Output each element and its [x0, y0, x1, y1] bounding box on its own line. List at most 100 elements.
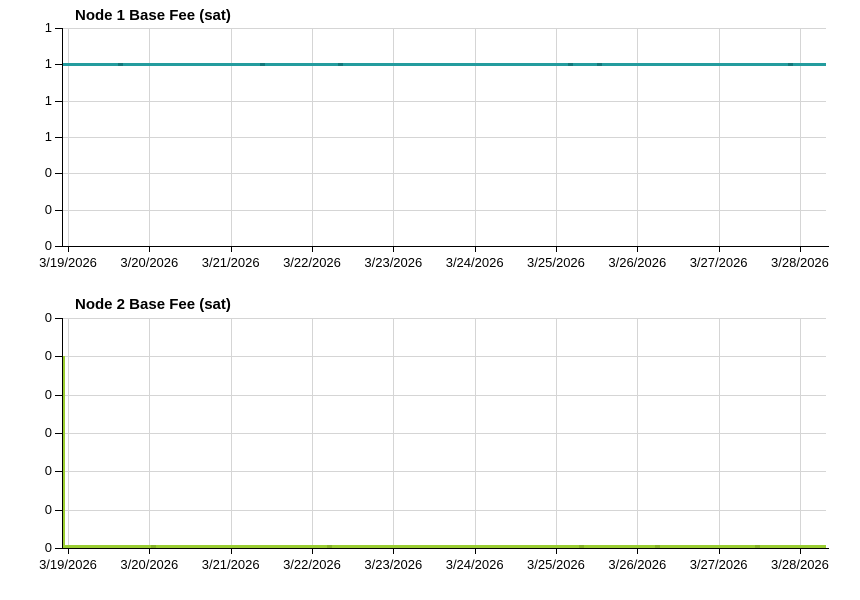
y-tick-mark	[55, 548, 62, 549]
data-point-marker	[117, 62, 123, 66]
y-axis-line	[62, 318, 63, 549]
x-tick-label: 3/24/2026	[445, 557, 504, 572]
data-point-marker	[260, 62, 266, 66]
x-tick-label: 3/25/2026	[527, 255, 585, 270]
data-point-marker	[337, 62, 343, 66]
x-axis-line	[62, 548, 829, 549]
node1-chart-title: Node 1 Base Fee (sat)	[75, 7, 231, 24]
x-tick-mark	[637, 246, 639, 252]
y-tick-label: 1	[44, 92, 52, 108]
y-tick-label: 0	[44, 463, 52, 479]
x-tick-mark	[799, 246, 801, 252]
data-point-marker	[597, 62, 603, 66]
x-tick-mark	[230, 548, 232, 554]
x-tick-label: 3/22/2026	[283, 255, 341, 270]
y-tick-label: 0	[44, 310, 52, 325]
x-tick-label: 3/20/2026	[120, 255, 179, 270]
x-tick-mark	[474, 548, 476, 554]
v-gridline	[311, 28, 313, 246]
x-tick-label: 3/26/2026	[608, 255, 667, 270]
y-tick-label: 0	[44, 238, 52, 253]
x-tick-label: 3/23/2026	[364, 557, 423, 572]
x-tick-mark	[799, 548, 801, 554]
h-gridline	[62, 137, 826, 138]
y-tick-mark	[55, 394, 62, 396]
v-gridline	[68, 318, 69, 548]
y-tick-mark	[55, 137, 62, 138]
data-point-marker	[655, 545, 661, 548]
data-point-marker	[326, 545, 332, 548]
data-point-marker	[787, 62, 793, 66]
x-tick-mark	[393, 246, 395, 252]
y-tick-label: 1	[44, 56, 52, 72]
x-axis-line	[62, 246, 829, 247]
x-tick-mark	[68, 548, 69, 554]
series-line-segment	[62, 62, 826, 66]
y-tick-mark	[55, 173, 62, 175]
x-tick-mark	[311, 246, 313, 252]
y-tick-label: 0	[44, 425, 52, 440]
y-axis-line	[62, 28, 63, 247]
v-gridline	[718, 318, 720, 548]
x-tick-label: 3/19/2026	[39, 557, 97, 572]
series-line-segment	[62, 356, 66, 548]
y-tick-label: 0	[44, 386, 52, 402]
x-tick-mark	[637, 548, 639, 554]
x-tick-label: 3/28/2026	[771, 255, 829, 270]
h-gridline	[62, 433, 826, 434]
h-gridline	[62, 509, 826, 511]
x-tick-mark	[474, 246, 476, 252]
v-gridline	[637, 318, 639, 548]
x-tick-mark	[718, 548, 720, 554]
y-tick-mark	[55, 509, 62, 511]
node2-chart-title: Node 2 Base Fee (sat)	[75, 296, 231, 313]
x-tick-label: 3/25/2026	[527, 557, 585, 572]
v-gridline	[149, 28, 151, 246]
x-tick-label: 3/24/2026	[445, 255, 504, 270]
y-tick-mark	[55, 28, 62, 29]
y-tick-mark	[55, 64, 62, 66]
x-tick-label: 3/27/2026	[689, 255, 748, 270]
x-tick-mark	[149, 548, 151, 554]
data-point-marker	[579, 545, 585, 548]
x-tick-label: 3/21/2026	[201, 255, 260, 270]
x-tick-mark	[311, 548, 313, 554]
x-tick-mark	[555, 246, 557, 252]
x-tick-label: 3/23/2026	[364, 255, 423, 270]
x-tick-label: 3/20/2026	[120, 557, 179, 572]
y-tick-mark	[55, 318, 62, 319]
y-tick-label: 0	[44, 165, 52, 181]
x-tick-mark	[68, 246, 69, 252]
v-gridline	[230, 318, 232, 548]
h-gridline	[62, 100, 826, 102]
data-point-marker	[151, 545, 157, 548]
y-tick-mark	[55, 356, 62, 358]
x-tick-mark	[230, 246, 232, 252]
v-gridline	[393, 318, 395, 548]
y-tick-label: 1	[44, 129, 52, 144]
v-gridline	[718, 28, 720, 246]
h-gridline	[62, 471, 826, 473]
x-tick-label: 3/22/2026	[283, 557, 341, 572]
y-tick-label: 1	[44, 20, 52, 35]
h-gridline	[62, 356, 826, 358]
v-gridline	[637, 28, 639, 246]
h-gridline	[62, 318, 826, 319]
y-tick-mark	[55, 246, 62, 247]
v-gridline	[474, 28, 476, 246]
y-tick-label: 0	[44, 201, 52, 217]
h-gridline	[62, 173, 826, 175]
x-tick-label: 3/21/2026	[201, 557, 260, 572]
y-tick-mark	[55, 100, 62, 102]
v-gridline	[311, 318, 313, 548]
v-gridline	[799, 28, 801, 246]
v-gridline	[149, 318, 151, 548]
v-gridline	[68, 28, 69, 246]
y-tick-label: 0	[44, 348, 52, 364]
x-tick-mark	[555, 548, 557, 554]
y-tick-label: 0	[44, 540, 52, 555]
x-tick-label: 3/28/2026	[771, 557, 829, 572]
data-point-marker	[567, 62, 573, 66]
